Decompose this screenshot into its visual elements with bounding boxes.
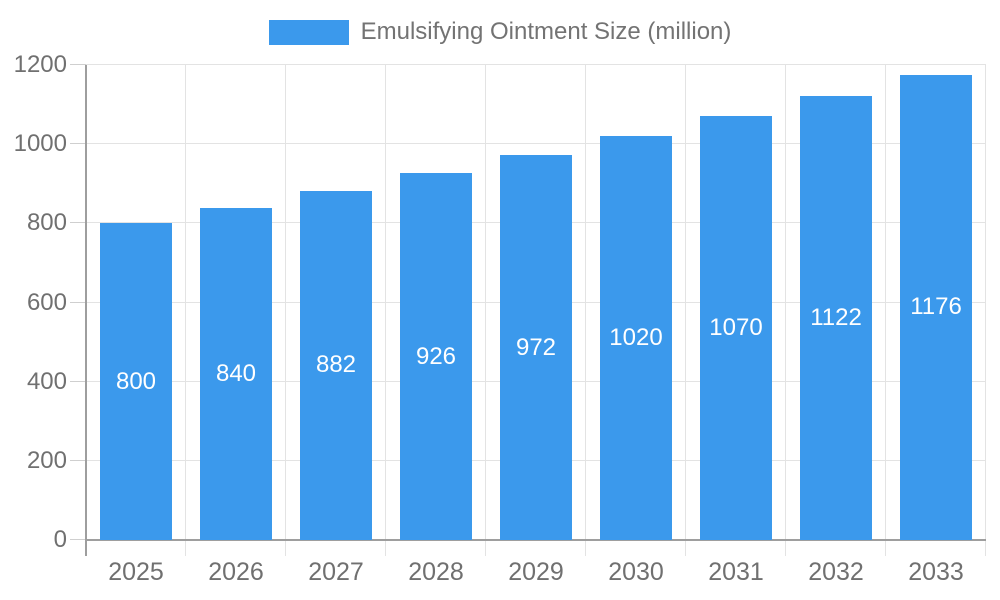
y-axis-tick xyxy=(70,301,86,303)
bar-value-label: 1070 xyxy=(709,314,763,342)
bar: 800 xyxy=(100,223,172,540)
x-tick-label: 2025 xyxy=(108,558,164,586)
bar-value-label: 882 xyxy=(315,351,357,379)
vertical-gridline xyxy=(585,65,586,556)
bar-value-label: 1122 xyxy=(810,303,862,331)
bar: 1020 xyxy=(600,136,672,540)
x-tick-label: 2033 xyxy=(908,558,964,586)
legend-item[interactable]: Emulsifying Ointment Size (million) xyxy=(268,18,732,46)
vertical-gridline xyxy=(185,65,186,556)
vertical-gridline xyxy=(485,65,486,556)
horizontal-gridline xyxy=(86,64,986,65)
x-tick-label: 2029 xyxy=(508,558,564,586)
horizontal-gridline xyxy=(86,143,986,145)
y-tick-label: 400 xyxy=(26,367,67,395)
bar-value-label: 972 xyxy=(515,333,557,361)
bar: 972 xyxy=(500,155,572,540)
bar-value-label: 1176 xyxy=(910,293,962,321)
bar: 1176 xyxy=(900,74,972,540)
y-axis-tick xyxy=(70,380,86,382)
y-axis-tick xyxy=(70,459,86,461)
x-tick-label: 2028 xyxy=(408,558,464,586)
vertical-gridline xyxy=(885,65,886,556)
x-tick-label: 2030 xyxy=(608,558,664,586)
vertical-gridline xyxy=(285,65,286,556)
vertical-gridline xyxy=(685,65,686,556)
bar-value-label: 926 xyxy=(415,342,457,370)
x-tick-label: 2032 xyxy=(808,558,864,586)
bar-value-label: 840 xyxy=(215,359,257,387)
x-tick-label: 2026 xyxy=(208,558,264,586)
bar: 926 xyxy=(400,173,472,540)
bar-value-label: 800 xyxy=(115,367,157,395)
y-axis-tick xyxy=(70,143,86,145)
y-axis-line xyxy=(85,65,87,556)
x-axis-line xyxy=(86,539,986,541)
y-tick-label: 1200 xyxy=(13,51,67,78)
vertical-gridline xyxy=(385,65,386,556)
bar: 840 xyxy=(200,207,272,540)
bar: 1122 xyxy=(800,95,872,540)
y-tick-label: 0 xyxy=(53,526,67,553)
y-axis-tick xyxy=(70,222,86,224)
legend-swatch-icon xyxy=(268,19,349,45)
bar: 1070 xyxy=(700,116,772,540)
y-tick-label: 200 xyxy=(26,446,67,474)
y-tick-label: 1000 xyxy=(13,130,67,158)
bar-value-label: 1020 xyxy=(609,324,663,352)
x-tick-label: 2031 xyxy=(708,558,764,586)
vertical-gridline xyxy=(985,65,986,556)
y-axis-tick xyxy=(70,539,86,540)
plot-area: 0 200 400 600 800 1000 1200 800 2025 840 2026 882 20… xyxy=(14,52,986,586)
bar: 882 xyxy=(300,190,372,540)
x-tick-label: 2027 xyxy=(308,558,364,586)
y-tick-label: 600 xyxy=(26,288,67,316)
y-axis-tick xyxy=(70,64,86,65)
vertical-gridline xyxy=(785,65,786,556)
legend: Emulsifying Ointment Size (million) xyxy=(0,18,1000,46)
legend-label: Emulsifying Ointment Size (million) xyxy=(360,18,732,45)
y-tick-label: 800 xyxy=(26,209,67,237)
